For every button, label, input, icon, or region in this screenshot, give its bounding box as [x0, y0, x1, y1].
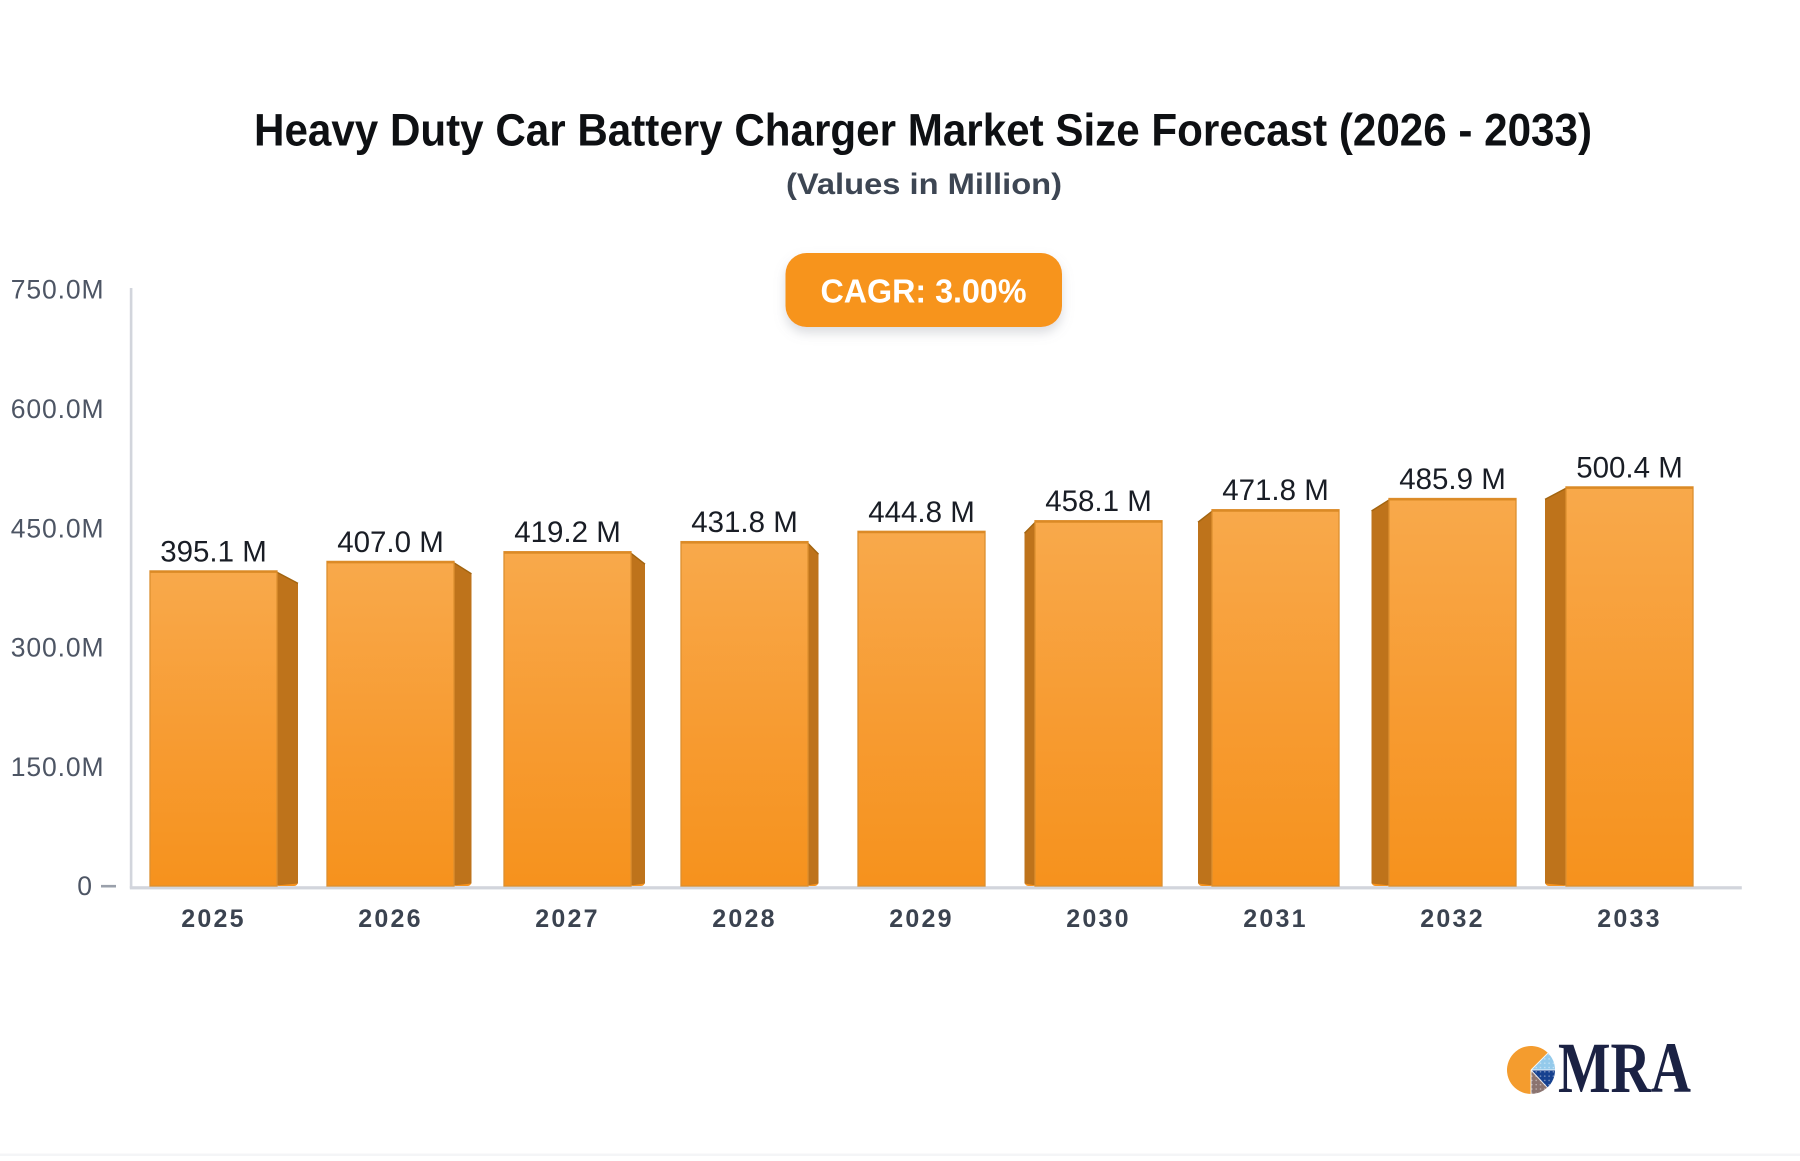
- svg-text:444.8 M: 444.8 M: [868, 496, 975, 529]
- svg-text:2032: 2032: [1420, 905, 1484, 933]
- svg-text:2025: 2025: [181, 905, 245, 933]
- svg-text:500.4 M: 500.4 M: [1576, 451, 1683, 484]
- svg-text:419.2 M: 419.2 M: [514, 516, 621, 549]
- svg-text:450.0M: 450.0M: [11, 513, 105, 543]
- svg-text:150.0M: 150.0M: [11, 752, 105, 782]
- svg-text:0: 0: [77, 871, 92, 901]
- svg-text:300.0M: 300.0M: [11, 633, 105, 663]
- svg-text:2031: 2031: [1243, 905, 1307, 933]
- svg-text:458.1 M: 458.1 M: [1045, 485, 1152, 518]
- svg-text:2029: 2029: [889, 905, 953, 933]
- svg-text:2033: 2033: [1597, 905, 1661, 933]
- svg-text:Heavy Duty Car Battery Charger: Heavy Duty Car Battery Charger Market Si…: [254, 105, 1592, 156]
- svg-text:395.1 M: 395.1 M: [160, 535, 267, 568]
- svg-text:407.0 M: 407.0 M: [337, 526, 444, 559]
- svg-text:CAGR: 3.00%: CAGR: 3.00%: [821, 273, 1027, 310]
- svg-text:431.8 M: 431.8 M: [691, 506, 798, 539]
- svg-text:2028: 2028: [712, 905, 776, 933]
- svg-text:2027: 2027: [535, 905, 599, 933]
- svg-text:600.0M: 600.0M: [11, 394, 105, 424]
- svg-text:485.9 M: 485.9 M: [1399, 463, 1506, 496]
- svg-text:MRA: MRA: [1558, 1028, 1691, 1108]
- svg-text:471.8 M: 471.8 M: [1222, 474, 1329, 507]
- svg-text:2026: 2026: [358, 905, 422, 933]
- svg-text:2030: 2030: [1066, 905, 1130, 933]
- svg-text:750.0M: 750.0M: [11, 275, 105, 305]
- svg-text:(Values in Million): (Values in Million): [786, 168, 1062, 201]
